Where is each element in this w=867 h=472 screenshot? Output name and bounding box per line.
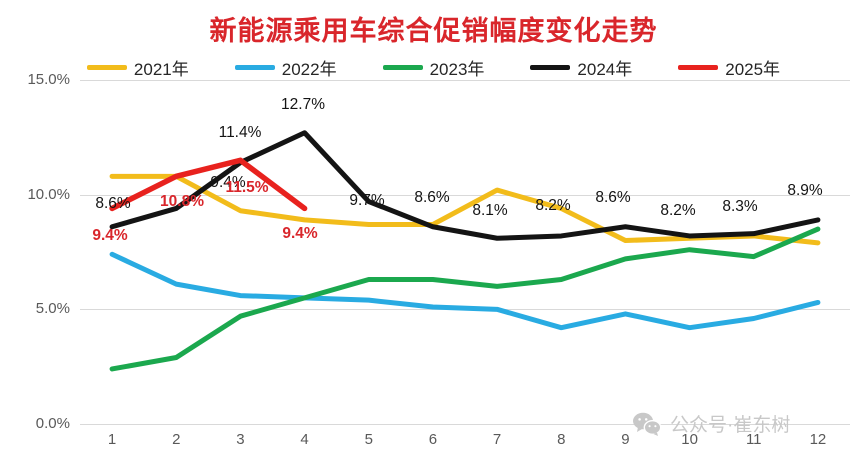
legend-swatch-icon	[678, 65, 719, 70]
legend-item-2022年[interactable]: 2022年	[234, 55, 337, 80]
data-label: 8.2%	[535, 197, 571, 214]
x-axis-tick-label: 3	[236, 431, 245, 448]
legend-item-label: 2023年	[429, 60, 485, 79]
x-axis-tick-label: 5	[364, 431, 373, 448]
legend-item-label: 2022年	[281, 60, 337, 79]
x-axis-tick-label: 11	[745, 431, 762, 448]
legend-swatch-icon	[382, 65, 423, 70]
data-label: 9.4%	[282, 225, 318, 242]
y-axis-tick-label: 0.0%	[35, 415, 70, 432]
legend-swatch-icon	[234, 65, 275, 70]
data-label: 11.4%	[218, 124, 262, 141]
y-axis-tick-label: 15.0%	[27, 71, 70, 88]
x-axis-tick-label: 2	[172, 431, 181, 448]
x-axis-tick-label: 7	[492, 431, 502, 448]
data-label: 9.4%	[92, 227, 128, 244]
series-line-2022年	[109, 251, 821, 331]
legend-swatch-icon	[530, 65, 571, 70]
data-label: 9.4%	[210, 174, 246, 191]
data-label: 8.1%	[472, 202, 508, 219]
legend-item-2024年[interactable]: 2024年	[530, 55, 632, 80]
legend-item-2025年[interactable]: 2025年	[678, 55, 780, 80]
gridline	[80, 424, 850, 425]
plot-area	[80, 80, 850, 425]
legend-item-label: 2024年	[577, 60, 633, 79]
chart-legend: 2021年 2022年 2023年 2024年 2025年	[0, 55, 867, 80]
data-label: 11.5%	[225, 179, 269, 196]
series-line-2024年	[109, 130, 821, 241]
x-axis-tick-label: 12	[809, 431, 827, 448]
gridline	[80, 80, 850, 81]
series-line-2023年	[109, 226, 821, 372]
gridline	[80, 194, 850, 196]
data-label: 8.3%	[722, 198, 758, 215]
x-axis-tick-label: 4	[300, 431, 309, 448]
series-lines	[109, 130, 821, 372]
legend-item-label: 2021年	[133, 60, 189, 79]
series-line-2025年	[109, 157, 308, 212]
legend-item-2021年[interactable]: 2021年	[86, 55, 189, 80]
y-axis-tick-label: 10.0%	[27, 185, 70, 203]
legend-item-2023年[interactable]: 2023年	[382, 55, 485, 80]
y-axis-tick-label: 5.0%	[35, 300, 70, 318]
legend-swatch-icon	[86, 65, 127, 70]
x-axis-tick-label: 9	[621, 431, 630, 448]
legend-item-label: 2025年	[725, 60, 781, 79]
x-axis-tick-label: 6	[428, 431, 438, 448]
data-label: 10.8%	[160, 193, 204, 210]
data-label: 8.6%	[414, 189, 450, 206]
data-label: 8.6%	[95, 195, 131, 212]
x-axis-tick-label: 10	[681, 431, 698, 448]
chart-title: 新能源乘用车综合促销幅度变化走势	[209, 16, 658, 46]
x-axis-tick-label: 1	[107, 431, 117, 448]
data-label: 9.7%	[349, 192, 385, 209]
data-label: 12.7%	[281, 96, 325, 113]
data-label: 8.2%	[660, 202, 696, 219]
data-label: 8.6%	[595, 189, 631, 206]
x-axis-tick-label: 8	[557, 431, 566, 448]
data-label: 8.9%	[787, 182, 823, 199]
